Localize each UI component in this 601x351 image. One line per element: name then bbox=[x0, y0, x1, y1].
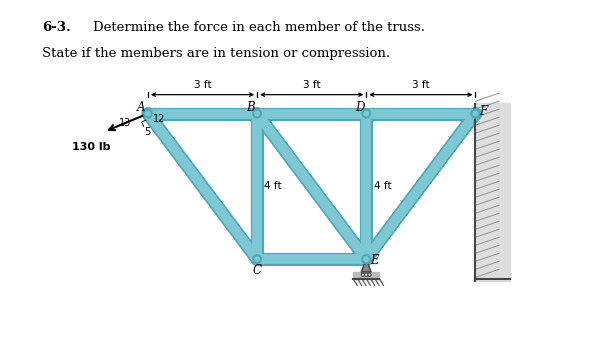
Bar bbox=[475, 102, 510, 281]
Circle shape bbox=[362, 255, 370, 263]
Text: Determine the force in each member of the truss.: Determine the force in each member of th… bbox=[93, 21, 425, 34]
Circle shape bbox=[368, 273, 371, 277]
Text: 12: 12 bbox=[153, 114, 165, 124]
Text: E: E bbox=[370, 254, 379, 267]
Text: B: B bbox=[246, 100, 255, 113]
Polygon shape bbox=[362, 259, 371, 272]
Circle shape bbox=[144, 110, 152, 118]
Text: 4 ft: 4 ft bbox=[264, 181, 282, 191]
Text: 13: 13 bbox=[119, 118, 132, 128]
Text: D: D bbox=[355, 100, 364, 113]
Text: 6-3.: 6-3. bbox=[42, 21, 71, 34]
Circle shape bbox=[253, 110, 261, 118]
Circle shape bbox=[365, 273, 368, 277]
Text: State if the members are in tension or compression.: State if the members are in tension or c… bbox=[42, 47, 390, 60]
Text: 3 ft: 3 ft bbox=[303, 80, 320, 90]
Text: 4 ft: 4 ft bbox=[373, 181, 391, 191]
Text: A: A bbox=[137, 100, 145, 113]
Circle shape bbox=[253, 255, 261, 263]
Text: 5: 5 bbox=[144, 127, 150, 137]
Bar bbox=[353, 272, 379, 279]
Text: 3 ft: 3 ft bbox=[412, 80, 430, 90]
Text: C: C bbox=[252, 264, 261, 277]
Circle shape bbox=[362, 110, 370, 118]
Text: 130 lb: 130 lb bbox=[72, 142, 111, 152]
Circle shape bbox=[361, 273, 365, 277]
Text: 3 ft: 3 ft bbox=[194, 80, 212, 90]
Circle shape bbox=[471, 110, 480, 118]
Text: F: F bbox=[480, 105, 487, 118]
